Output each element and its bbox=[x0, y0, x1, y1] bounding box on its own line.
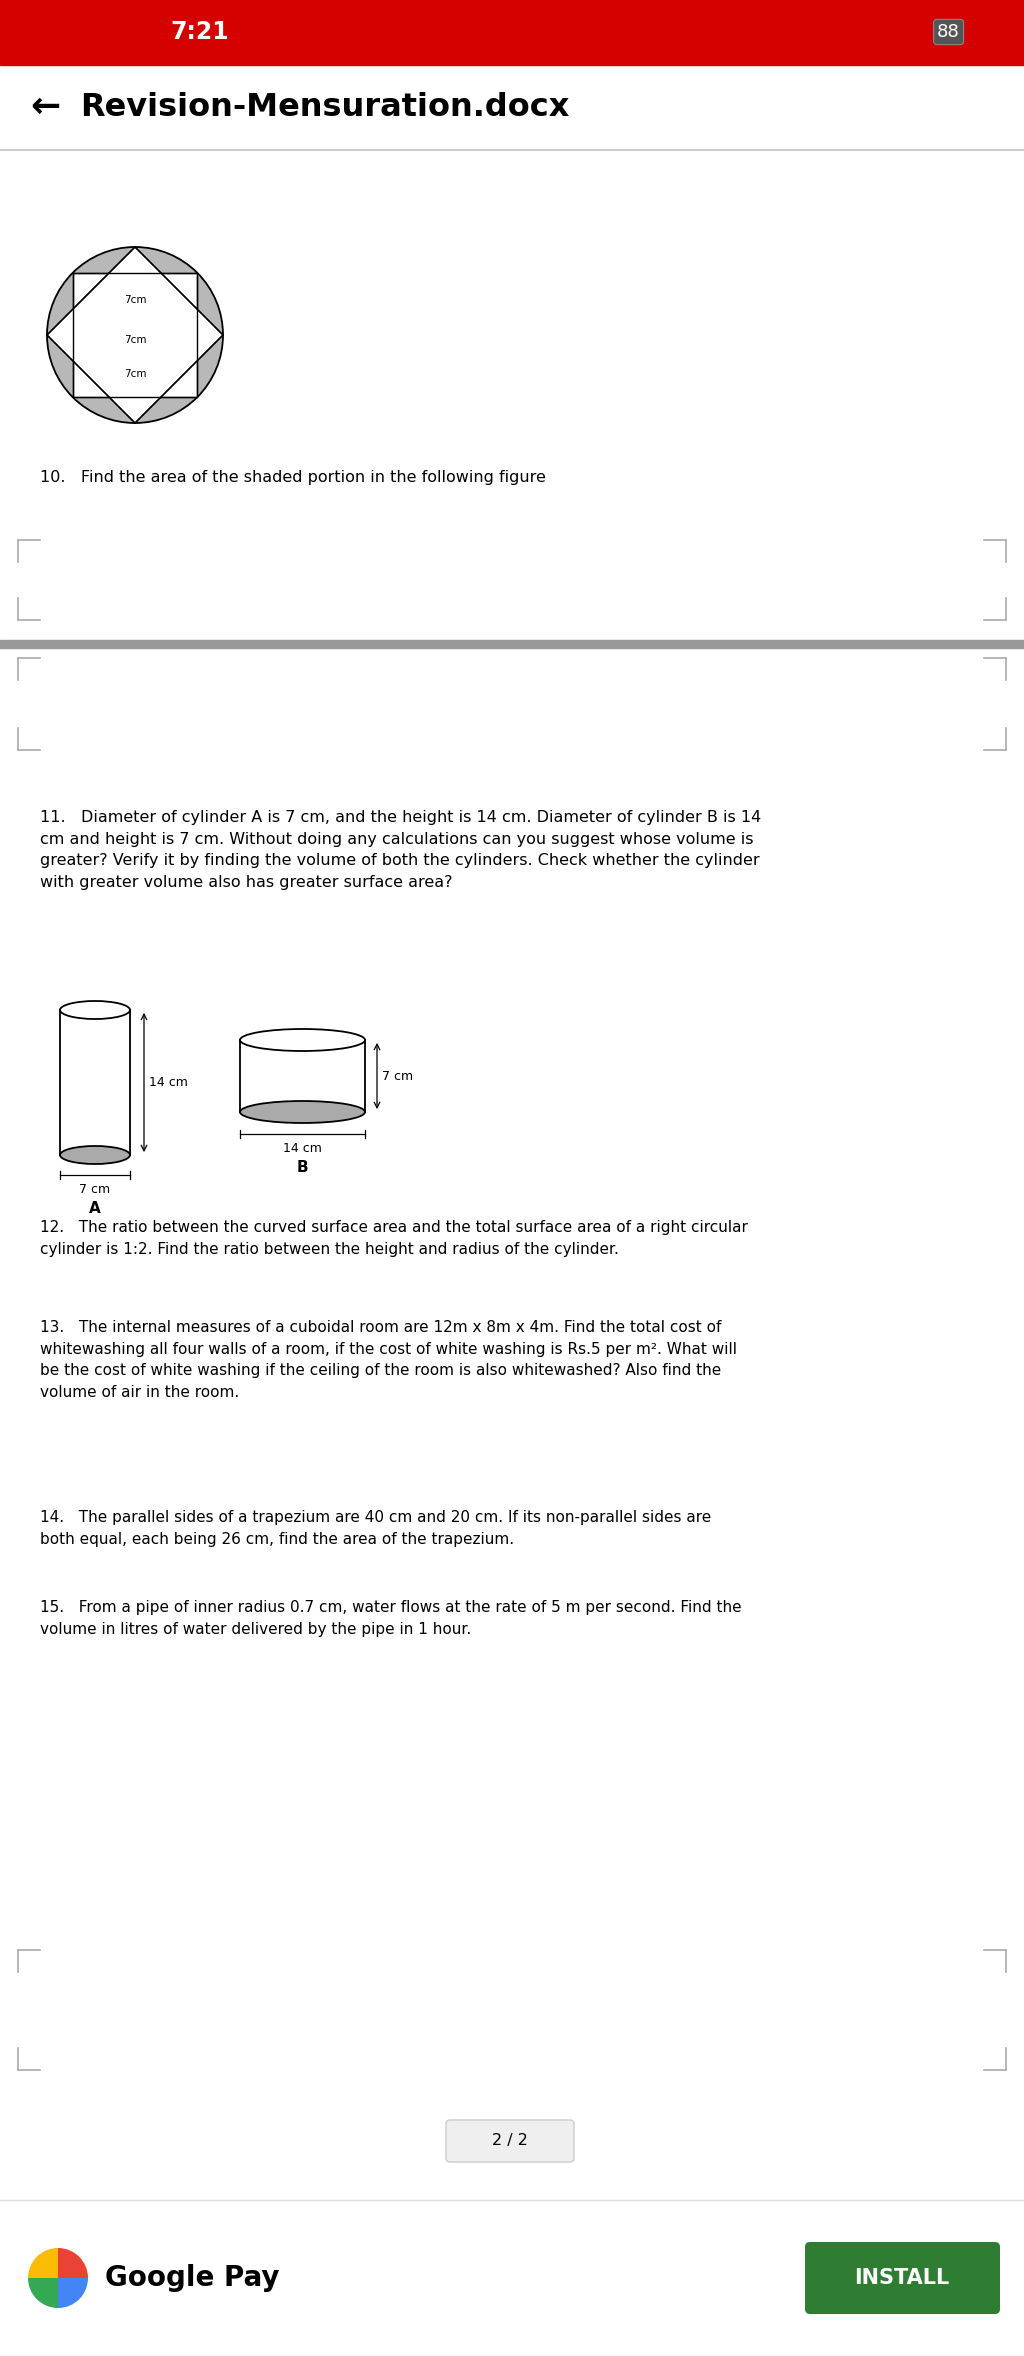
FancyBboxPatch shape bbox=[805, 2243, 1000, 2314]
Bar bbox=[0, 0, 1024, 66]
Ellipse shape bbox=[240, 1030, 365, 1051]
Text: 7 cm: 7 cm bbox=[382, 1070, 413, 1081]
Ellipse shape bbox=[240, 1100, 365, 1124]
Wedge shape bbox=[28, 2248, 58, 2278]
Wedge shape bbox=[58, 2278, 88, 2309]
Ellipse shape bbox=[60, 1145, 130, 1164]
Text: 11.   Diameter of cylinder A is 7 cm, and the height is 14 cm. Diameter of cylin: 11. Diameter of cylinder A is 7 cm, and … bbox=[40, 810, 761, 891]
Text: ←: ← bbox=[30, 90, 60, 125]
Polygon shape bbox=[47, 247, 223, 424]
Text: 2 / 2: 2 / 2 bbox=[493, 2135, 528, 2149]
Circle shape bbox=[47, 247, 223, 424]
Text: 10.   Find the area of the shaded portion in the following figure: 10. Find the area of the shaded portion … bbox=[40, 469, 546, 485]
Text: 7:21: 7:21 bbox=[171, 19, 229, 45]
Polygon shape bbox=[73, 273, 198, 398]
Text: 14 cm: 14 cm bbox=[150, 1077, 187, 1088]
Bar bbox=[0, 151, 1024, 681]
Bar bbox=[0, 66, 1024, 151]
Ellipse shape bbox=[60, 1001, 130, 1020]
Bar bbox=[240, 1039, 365, 1112]
Text: 7cm: 7cm bbox=[124, 370, 146, 379]
Text: 7cm: 7cm bbox=[124, 294, 146, 304]
Bar bbox=[0, 641, 1024, 648]
Text: 88: 88 bbox=[937, 24, 961, 40]
Text: INSTALL: INSTALL bbox=[854, 2269, 949, 2288]
Wedge shape bbox=[28, 2278, 58, 2309]
Text: 13.   The internal measures of a cuboidal room are 12m x 8m x 4m. Find the total: 13. The internal measures of a cuboidal … bbox=[40, 1319, 737, 1399]
Text: 15.   From a pipe of inner radius 0.7 cm, water flows at the rate of 5 m per sec: 15. From a pipe of inner radius 0.7 cm, … bbox=[40, 1600, 741, 1637]
Text: 14 cm: 14 cm bbox=[283, 1143, 322, 1154]
Text: Revision-Mensuration.docx: Revision-Mensuration.docx bbox=[80, 92, 569, 123]
Text: 14.   The parallel sides of a trapezium are 40 cm and 20 cm. If its non-parallel: 14. The parallel sides of a trapezium ar… bbox=[40, 1510, 712, 1546]
FancyBboxPatch shape bbox=[446, 2120, 574, 2163]
Text: 12.   The ratio between the curved surface area and the total surface area of a : 12. The ratio between the curved surface… bbox=[40, 1220, 748, 1256]
Wedge shape bbox=[58, 2248, 88, 2278]
Text: B: B bbox=[297, 1159, 308, 1176]
Text: Google Pay: Google Pay bbox=[105, 2264, 280, 2292]
Text: 7 cm: 7 cm bbox=[80, 1183, 111, 1197]
Bar bbox=[0, 2201, 1024, 2356]
Text: A: A bbox=[89, 1202, 101, 1216]
Bar bbox=[60, 1011, 130, 1154]
Text: 7cm: 7cm bbox=[124, 335, 146, 344]
